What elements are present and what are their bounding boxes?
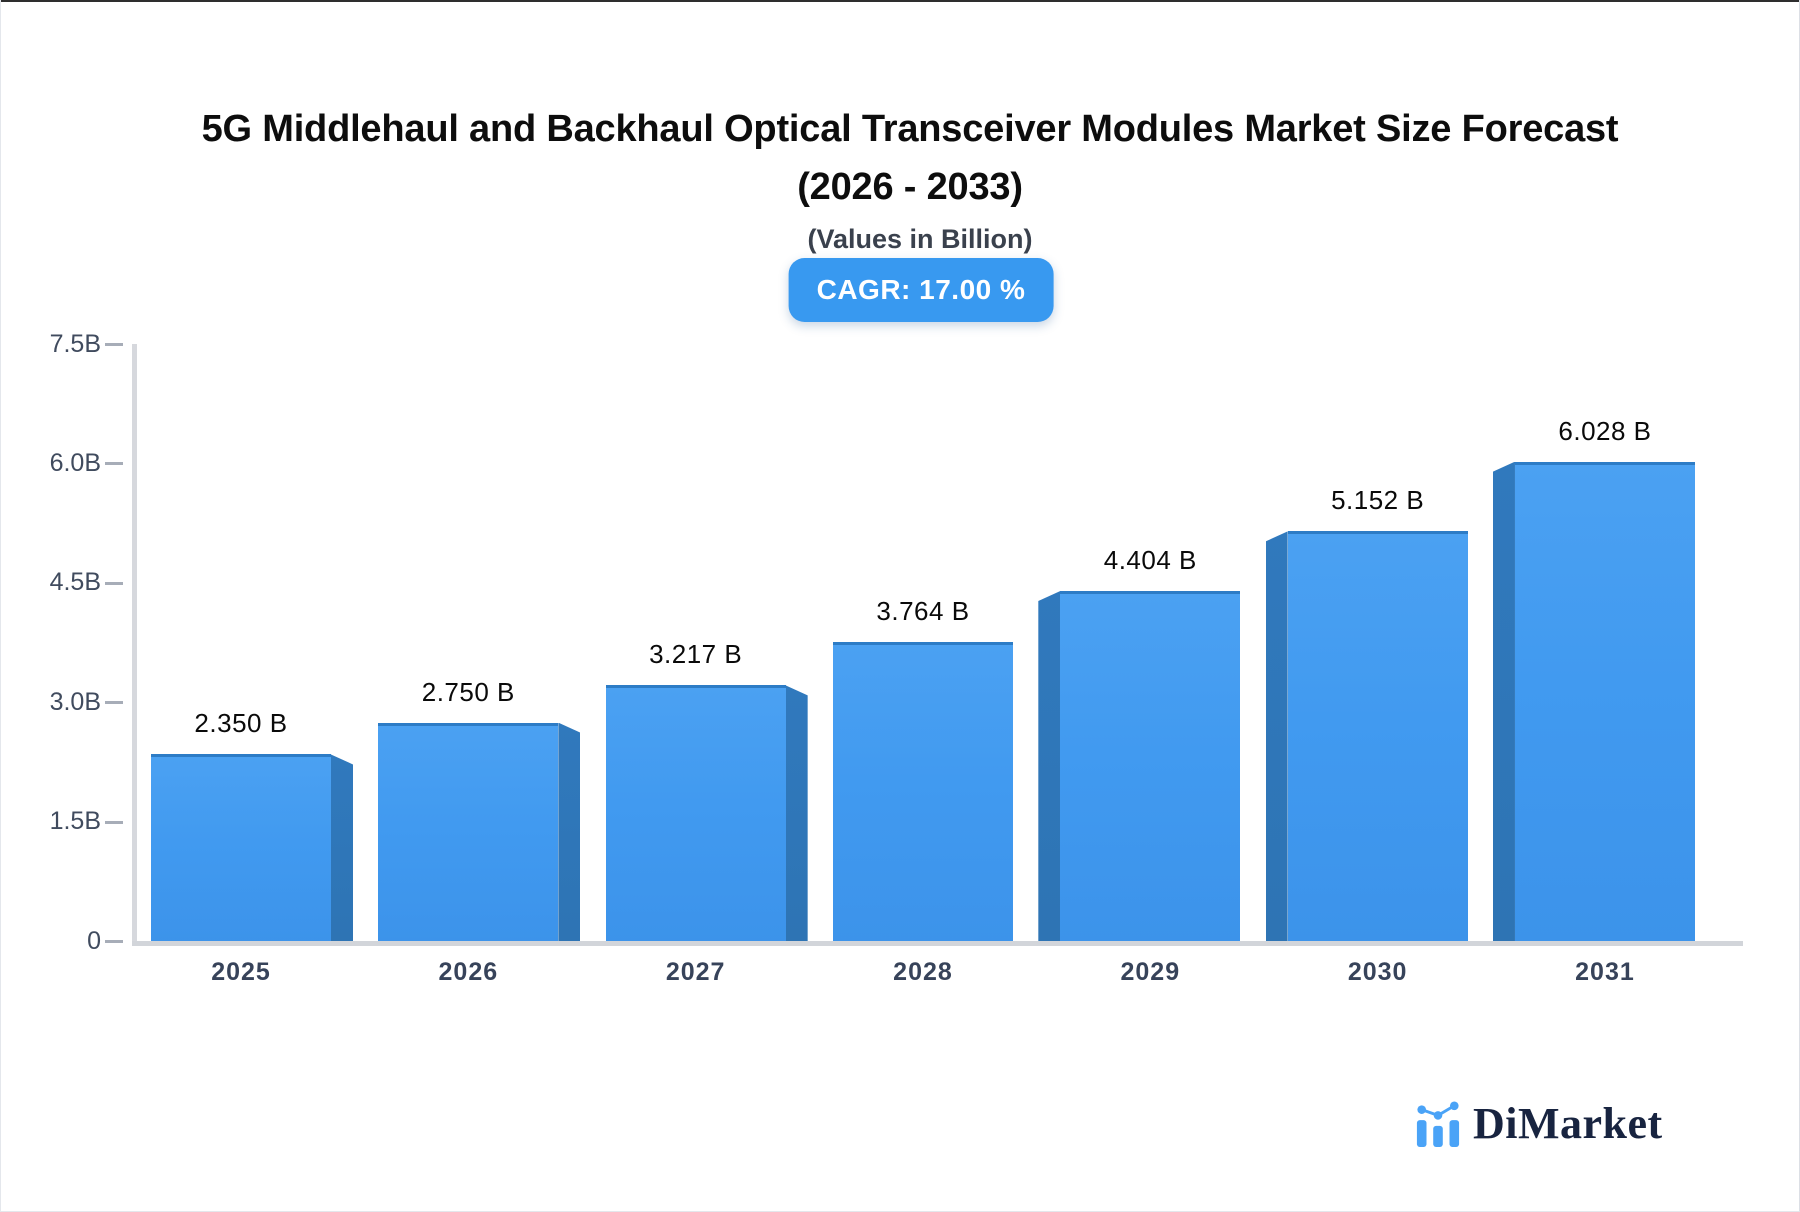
top-border-line (1, 0, 1799, 2)
y-axis-tick-label: 4.5B (49, 568, 101, 597)
bar-3d-side-2026 (558, 722, 581, 944)
chart-title-line1: 5G Middlehaul and Backhaul Optical Trans… (201, 108, 1619, 150)
y-axis-tick-mark (105, 940, 123, 943)
bar-3d-side-2027 (785, 685, 808, 944)
chart-title: 5G Middlehaul and Backhaul Optical Trans… (1, 100, 1799, 216)
bar-2030[interactable] (1287, 531, 1468, 944)
bar-value-label-2027: 3.217 B (649, 639, 743, 670)
y-axis-tick-mark (105, 820, 123, 824)
y-axis-tick-label: 1.5B (49, 807, 101, 836)
bar-2025[interactable] (151, 754, 331, 944)
y-axis-tick-mark (105, 462, 123, 466)
y-axis-tick-label: 7.5B (49, 329, 101, 358)
x-axis-label-2027: 2027 (665, 958, 726, 986)
x-axis-baseline (132, 941, 1743, 946)
x-axis-label-2030: 2030 (1347, 958, 1408, 986)
y-axis-tick-label: 0 (87, 926, 101, 955)
chart-subtitle: (Values in Billion) (807, 224, 1033, 254)
y-axis-line (132, 344, 137, 946)
bar-value-label-2025: 2.350 B (194, 708, 288, 739)
bar-3d-side-2030 (1265, 531, 1288, 944)
cagr-badge: CAGR: 17.00 % (788, 258, 1054, 322)
bar-value-label-2031: 6.028 B (1558, 415, 1652, 446)
bar-value-label-2029: 4.404 B (1103, 544, 1197, 575)
brand-logo: DiMarket (1415, 1098, 1663, 1149)
bar-3d-side-2025 (331, 754, 353, 944)
y-axis-tick-label: 6.0B (49, 448, 101, 477)
bar-value-label-2026: 2.750 B (421, 676, 515, 707)
chart-title-line2: (2026 - 2033) (797, 166, 1023, 208)
bar-value-label-2028: 3.764 B (876, 595, 970, 626)
x-axis-label-2029: 2029 (1120, 958, 1181, 986)
y-axis-tick-label: 3.0B (49, 687, 101, 716)
x-axis-label-2025: 2025 (211, 958, 271, 986)
dimarket-bar-chart-icon (1416, 1100, 1460, 1147)
brand-name: DiMarket (1473, 1099, 1663, 1148)
y-axis-tick-mark (105, 701, 123, 705)
bar-value-label-2030: 5.152 B (1331, 485, 1425, 516)
bar-2028[interactable] (832, 641, 1013, 944)
bar-2031[interactable] (1514, 461, 1695, 944)
bar-3d-side-2031 (1492, 461, 1515, 944)
cagr-badge-wrap: CAGR: 17.00 % (788, 258, 1054, 322)
x-axis-label-2031: 2031 (1575, 958, 1635, 986)
bar-2027[interactable] (605, 685, 786, 944)
x-axis-label-2026: 2026 (438, 958, 499, 986)
bar-2026[interactable] (378, 722, 559, 944)
bar-2029[interactable] (1060, 590, 1241, 944)
bar-3d-side-2029 (1038, 590, 1061, 944)
y-axis-tick-mark (105, 343, 123, 346)
y-axis-tick-mark (105, 581, 123, 585)
x-axis-label-2028: 2028 (893, 958, 953, 986)
